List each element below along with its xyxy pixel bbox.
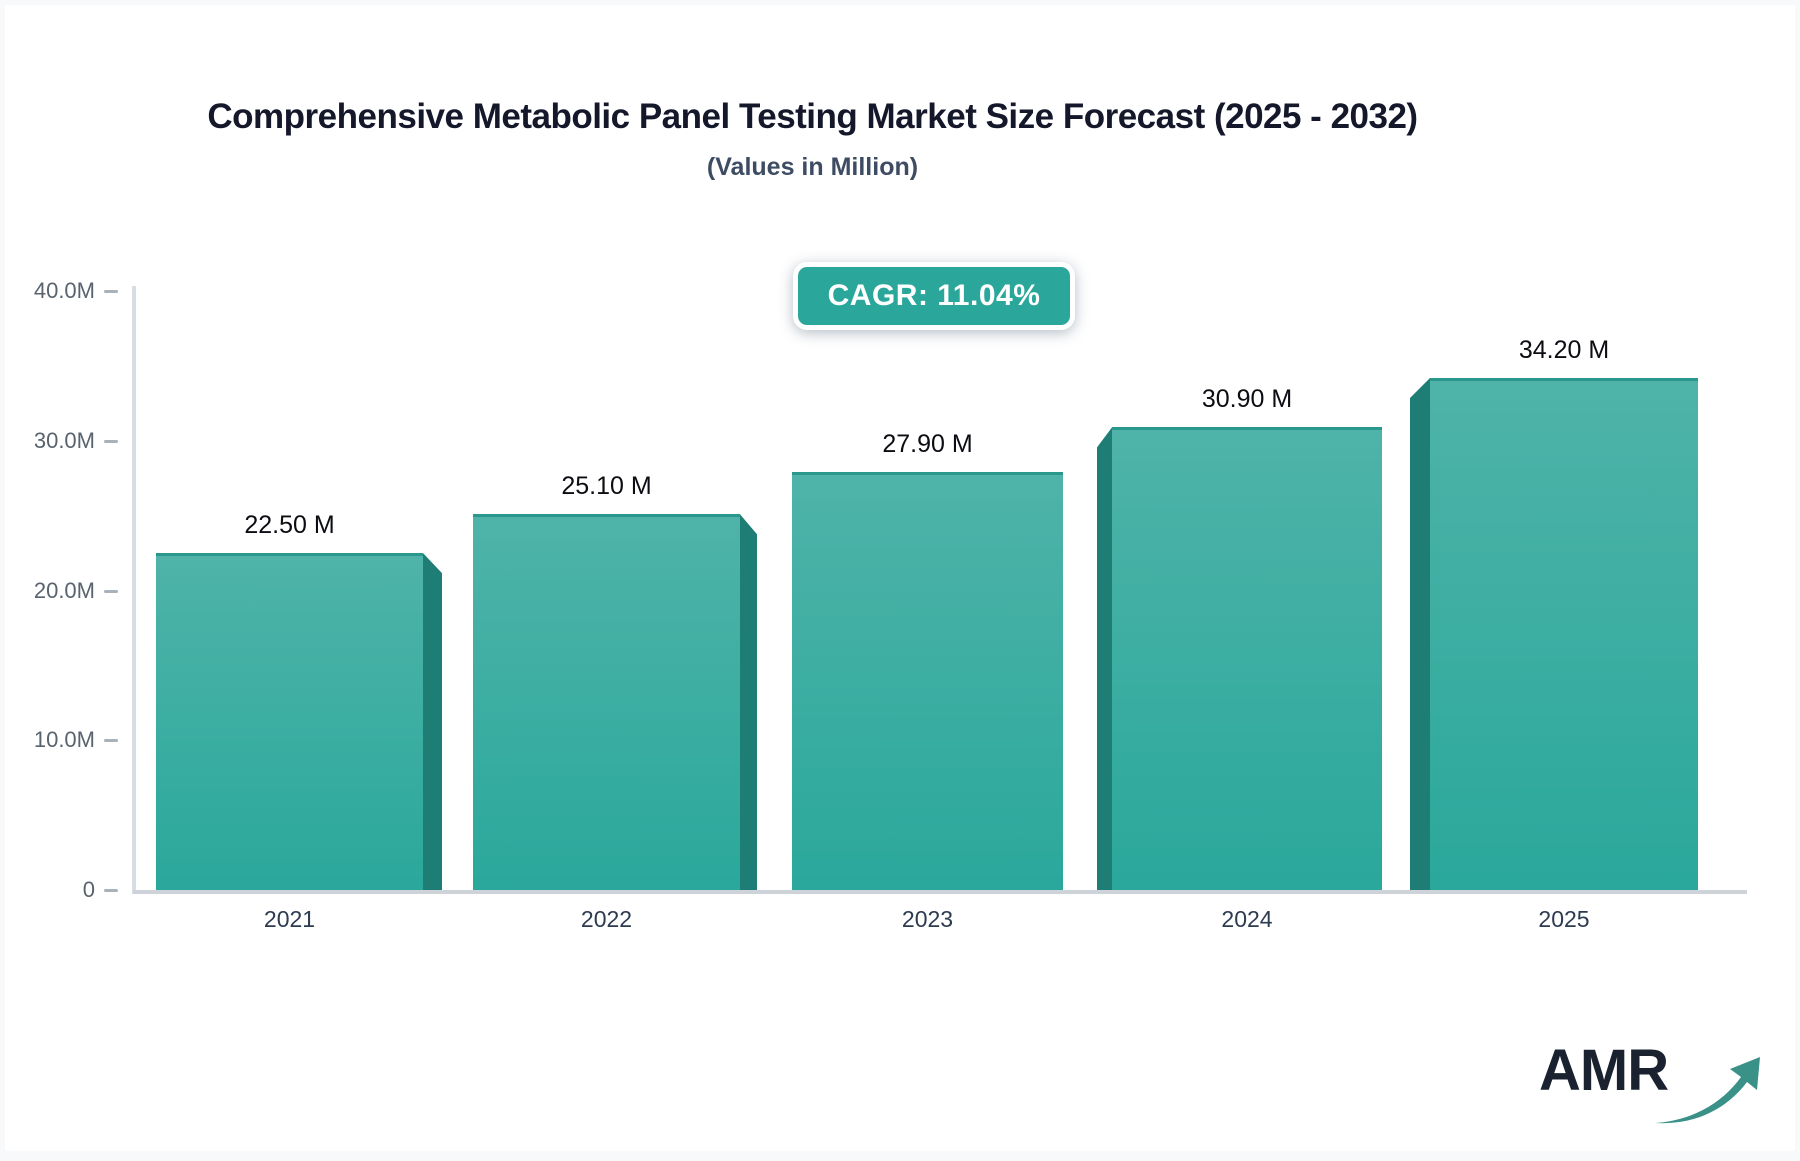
y-tick-mark <box>104 739 118 743</box>
x-tick-label-2025: 2025 <box>1538 906 1590 932</box>
bar-3d-side-2021 <box>423 553 442 890</box>
chart-subtitle: (Values in Million) <box>706 153 919 181</box>
bar-2024 <box>1112 427 1382 890</box>
bar-3d-side-2022 <box>740 514 757 890</box>
y-tick-label: 20.0M <box>33 577 95 603</box>
growth-arrow-path <box>1655 1057 1760 1124</box>
cagr-badge-label: CAGR: 11.04% <box>827 279 1041 312</box>
y-axis-line <box>132 286 136 894</box>
x-tick-label-2024: 2024 <box>1221 906 1273 932</box>
y-tick-mark <box>104 439 118 443</box>
bar-3d-side-2025 <box>1410 378 1430 890</box>
bar-value-label-2021: 22.50 M <box>244 511 335 540</box>
amr-logo: AMR <box>1525 1027 1765 1127</box>
bar-2023 <box>792 472 1063 890</box>
bar-2021 <box>156 553 423 890</box>
x-tick-label-2022: 2022 <box>580 906 633 932</box>
y-tick-label: 0 <box>82 877 95 902</box>
growth-arrow-icon <box>1655 1057 1760 1124</box>
y-tick-mark <box>104 290 118 294</box>
bar-value-label-2025: 34.20 M <box>1518 336 1610 364</box>
bar-value-label-2023: 27.90 M <box>882 430 973 459</box>
bar-chart-plot: 0 10.0M 20.0M 30.0M 40.0M 22.50 M 2021 25.10 M 2… <box>5 5 1800 1161</box>
x-tick-label-2023: 2023 <box>901 906 954 932</box>
amr-logo-text: AMR <box>1539 1038 1669 1103</box>
bar-2025 <box>1430 378 1698 890</box>
bar-value-label-2022: 25.10 M <box>561 472 652 501</box>
bar-3d-side-2024 <box>1097 427 1112 890</box>
bar-value-label-2024: 30.90 M <box>1201 385 1293 414</box>
y-tick-label: 40.0M <box>33 278 95 304</box>
cagr-badge: CAGR: 11.04% <box>793 262 1075 330</box>
x-axis-baseline <box>133 890 1747 894</box>
x-tick-label-2021: 2021 <box>263 906 316 932</box>
bar-2022 <box>473 514 740 890</box>
y-tick-mark <box>104 889 118 892</box>
y-tick-label: 30.0M <box>33 427 95 453</box>
y-tick-label: 10.0M <box>33 727 95 753</box>
title-block: Comprehensive Metabolic Panel Testing Ma… <box>5 97 1620 182</box>
chart-card: Comprehensive Metabolic Panel Testing Ma… <box>5 5 1795 1151</box>
chart-title: Comprehensive Metabolic Panel Testing Ma… <box>207 97 1418 136</box>
y-tick-mark <box>104 589 118 593</box>
